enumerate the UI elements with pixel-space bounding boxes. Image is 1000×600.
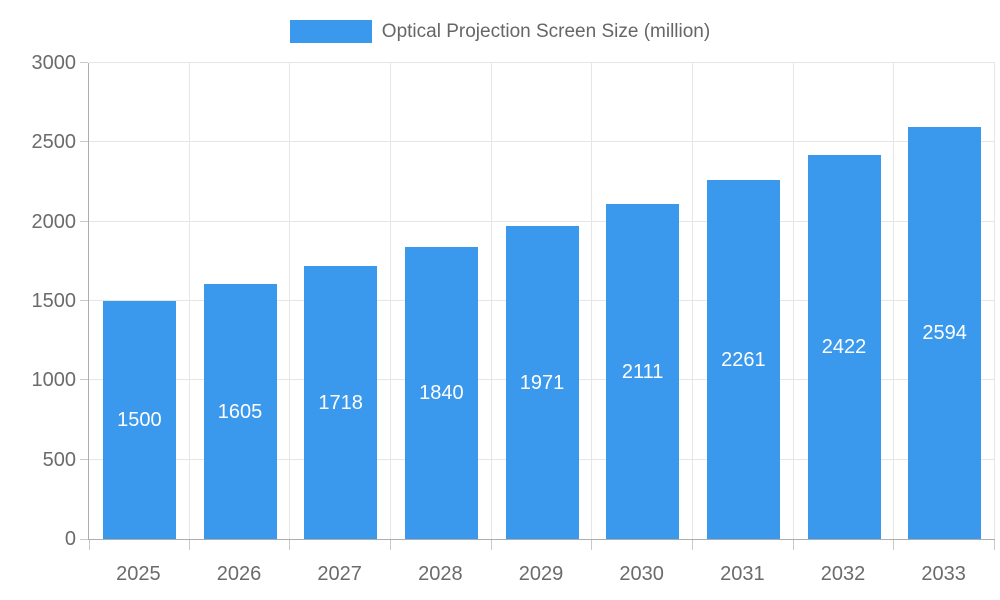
bar-value-label: 2261 bbox=[721, 348, 766, 371]
x-axis-tick-label: 2028 bbox=[418, 563, 463, 585]
legend-swatch bbox=[289, 20, 372, 43]
x-tick bbox=[390, 540, 391, 550]
y-axis-tick-label: 1500 bbox=[31, 290, 77, 312]
legend-label: Optical Projection Screen Size (million) bbox=[381, 20, 711, 42]
v-gridline bbox=[390, 63, 391, 539]
x-tick bbox=[994, 540, 995, 550]
y-tick bbox=[80, 62, 88, 63]
x-tick bbox=[591, 540, 593, 550]
h-gridline bbox=[89, 62, 995, 63]
y-axis-tick-label: 3000 bbox=[31, 52, 77, 74]
x-axis-tick-label: 2030 bbox=[619, 563, 664, 585]
bar-value-label: 1971 bbox=[519, 371, 565, 394]
v-gridline bbox=[591, 63, 593, 539]
y-axis-tick-label: 2500 bbox=[31, 131, 77, 154]
x-axis-tick-label: 2027 bbox=[317, 563, 362, 585]
x-tick bbox=[89, 540, 90, 550]
x-axis-tick-label: 2031 bbox=[720, 563, 765, 585]
v-gridline bbox=[289, 63, 291, 539]
x-axis-tick-label: 2025 bbox=[116, 563, 161, 585]
bar-2027[interactable]: 1718 bbox=[304, 266, 378, 539]
x-tick bbox=[792, 540, 794, 550]
x-tick bbox=[188, 540, 190, 550]
y-axis-tick-label: 1000 bbox=[31, 369, 77, 392]
x-axis-tick-label: 2033 bbox=[921, 563, 966, 585]
v-gridline bbox=[692, 63, 693, 539]
y-axis-tick-label: 0 bbox=[64, 528, 76, 550]
bar-value-label: 2422 bbox=[821, 335, 867, 358]
y-tick bbox=[80, 458, 88, 460]
x-axis-tick-label: 2032 bbox=[820, 563, 866, 585]
bar-value-label: 2594 bbox=[922, 322, 967, 345]
y-axis-tick-label: 2000 bbox=[31, 210, 77, 233]
chart-legend: Optical Projection Screen Size (million) bbox=[0, 20, 1000, 43]
x-tick bbox=[490, 540, 492, 550]
x-tick bbox=[893, 540, 895, 550]
bar-value-label: 1718 bbox=[318, 391, 363, 414]
bar-value-label: 1605 bbox=[217, 400, 263, 423]
v-gridline bbox=[893, 63, 895, 539]
h-gridline bbox=[89, 220, 995, 222]
bar-2029[interactable]: 1971 bbox=[505, 226, 579, 539]
v-gridline bbox=[792, 63, 794, 539]
v-gridline bbox=[188, 63, 190, 539]
y-tick bbox=[80, 300, 88, 301]
bar-value-label: 2111 bbox=[621, 360, 664, 383]
v-gridline bbox=[994, 63, 995, 539]
y-axis-tick-label: 500 bbox=[42, 448, 76, 471]
legend-item[interactable]: Optical Projection Screen Size (million) bbox=[289, 20, 711, 43]
bar-2031[interactable]: 2261 bbox=[706, 180, 780, 539]
x-tick bbox=[692, 540, 693, 550]
h-gridline bbox=[89, 141, 995, 143]
y-tick bbox=[80, 220, 88, 222]
x-tick bbox=[289, 540, 291, 550]
bar-2026[interactable]: 1605 bbox=[203, 284, 277, 539]
y-tick bbox=[80, 141, 88, 143]
plot-area: 1500 1605 1718 1840 1971 2111 2261 2422 2594 bbox=[80, 62, 995, 550]
y-tick bbox=[80, 379, 88, 381]
bar-value-label: 1500 bbox=[117, 409, 162, 431]
bar-2025[interactable]: 1500 bbox=[102, 301, 176, 539]
y-tick bbox=[80, 539, 88, 540]
bar-2032[interactable]: 2422 bbox=[807, 154, 881, 539]
bar-2033[interactable]: 2594 bbox=[908, 127, 982, 539]
bar-2030[interactable]: 2111 bbox=[606, 204, 680, 539]
bar-value-label: 1840 bbox=[419, 382, 464, 405]
v-gridline bbox=[490, 63, 492, 539]
bar-2028[interactable]: 1840 bbox=[404, 247, 478, 539]
x-axis-tick-label: 2026 bbox=[216, 563, 262, 585]
x-axis-tick-label: 2029 bbox=[518, 563, 564, 585]
